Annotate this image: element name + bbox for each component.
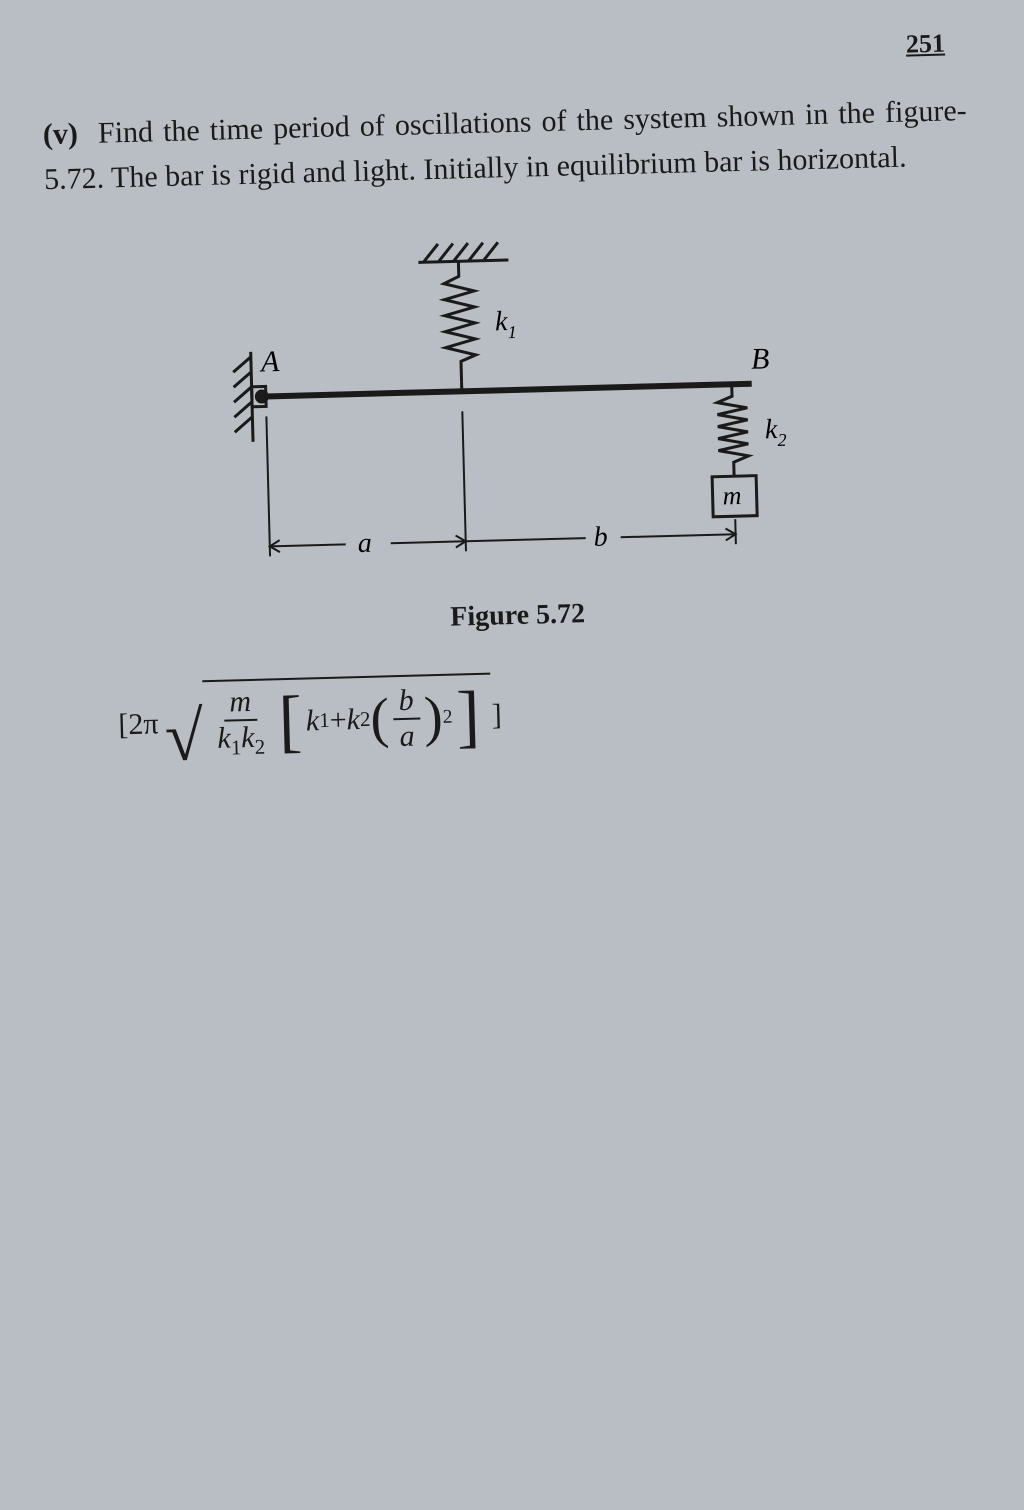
label-a: a	[357, 528, 372, 559]
label-k1: k1	[495, 306, 517, 343]
question-text: (v) Find the time period of oscillations…	[42, 88, 968, 202]
label-k2: k2	[765, 414, 787, 451]
label-b: b	[593, 522, 608, 553]
br-k1: k	[305, 704, 319, 738]
den-k1: k	[217, 721, 231, 754]
ratio-num: b	[398, 683, 414, 716]
ratio-den: a	[399, 719, 415, 752]
answer-suffix: ]	[491, 698, 502, 732]
radical-sign: √	[164, 709, 204, 766]
figure: k1 A B k2	[45, 208, 978, 592]
question-label: (v)	[43, 117, 79, 151]
label-A: A	[259, 345, 281, 379]
br-k2-sub: 2	[360, 707, 371, 732]
bracket-content: k1 + k2 ( b a ) 2	[305, 682, 453, 756]
answer-expression: [2π √ m k1k2 [ k1 + k2 (	[57, 660, 983, 769]
radicand: m k1k2 [ k1 + k2 ( b a	[202, 673, 493, 766]
figure-svg: k1 A B k2	[207, 212, 816, 588]
exponent: 2	[442, 706, 452, 728]
right-bracket: ]	[456, 688, 481, 745]
br-k1-sub: 1	[319, 708, 330, 733]
page-number: 251	[41, 28, 965, 82]
br-k2: k	[346, 703, 360, 737]
left-bracket: [	[278, 693, 303, 750]
outer-fraction: m k1k2	[210, 684, 272, 761]
den-k2: k	[241, 721, 255, 754]
ratio: ( b a )	[370, 682, 444, 754]
plus: +	[329, 703, 347, 737]
figure-caption: Figure 5.72	[55, 588, 980, 644]
den-k2-sub: 2	[254, 735, 265, 759]
sqrt: √ m k1k2 [ k1 + k2 ( b	[163, 673, 492, 767]
question-body: Find the time period of oscillations of …	[44, 94, 967, 196]
answer-prefix: [2π	[118, 707, 159, 742]
num-m: m	[229, 685, 252, 719]
label-m: m	[722, 481, 742, 510]
label-B: B	[751, 342, 770, 375]
